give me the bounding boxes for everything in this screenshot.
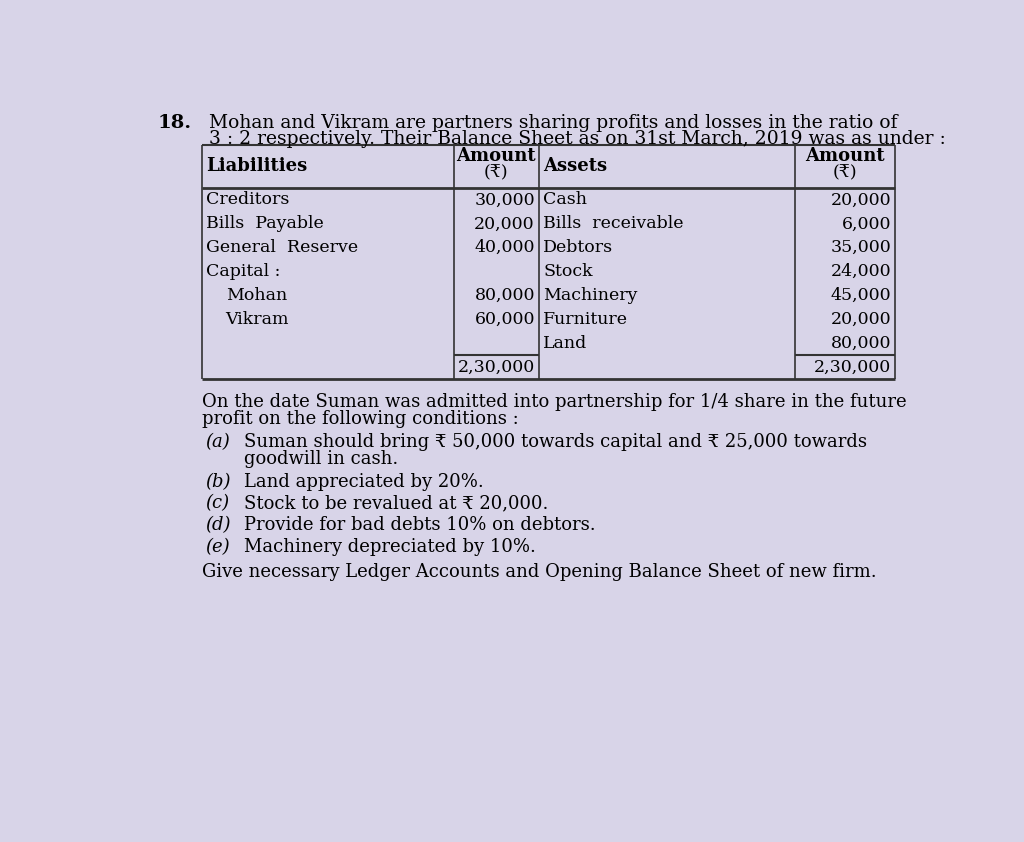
Text: 2,30,000: 2,30,000 <box>458 359 535 376</box>
Text: Stock: Stock <box>544 263 593 280</box>
Text: (d): (d) <box>206 516 231 534</box>
Text: 6,000: 6,000 <box>842 216 891 232</box>
Text: Amount: Amount <box>457 147 536 165</box>
Text: Provide for bad debts 10% on debtors.: Provide for bad debts 10% on debtors. <box>245 516 596 534</box>
Text: 20,000: 20,000 <box>830 311 891 328</box>
Text: (c): (c) <box>206 494 229 513</box>
Text: Give necessary Ledger Accounts and Opening Balance Sheet of new firm.: Give necessary Ledger Accounts and Openi… <box>202 563 877 581</box>
Text: 60,000: 60,000 <box>474 311 535 328</box>
Text: Amount: Amount <box>805 147 885 165</box>
Text: 30,000: 30,000 <box>474 191 535 209</box>
Text: 20,000: 20,000 <box>474 216 535 232</box>
Text: Suman should bring ₹ 50,000 towards capital and ₹ 25,000 towards: Suman should bring ₹ 50,000 towards capi… <box>245 433 867 451</box>
Text: (b): (b) <box>206 473 231 491</box>
Text: Machinery: Machinery <box>544 287 638 304</box>
Text: Mohan and Vikram are partners sharing profits and losses in the ratio of: Mohan and Vikram are partners sharing pr… <box>209 115 898 132</box>
Text: (₹): (₹) <box>833 164 857 181</box>
Text: Creditors: Creditors <box>206 191 290 209</box>
Text: 80,000: 80,000 <box>474 287 535 304</box>
Text: Stock to be revalued at ₹ 20,000.: Stock to be revalued at ₹ 20,000. <box>245 494 549 513</box>
Text: 18.: 18. <box>158 115 191 132</box>
Text: 20,000: 20,000 <box>830 191 891 209</box>
Text: (a): (a) <box>206 433 230 451</box>
Text: 40,000: 40,000 <box>474 239 535 256</box>
Text: Vikram: Vikram <box>225 311 289 328</box>
Text: 35,000: 35,000 <box>830 239 891 256</box>
Text: Debtors: Debtors <box>544 239 613 256</box>
Text: (e): (e) <box>206 538 230 556</box>
Text: 2,30,000: 2,30,000 <box>814 359 891 376</box>
Text: Liabilities: Liabilities <box>206 157 307 175</box>
Text: Furniture: Furniture <box>544 311 629 328</box>
Text: On the date Suman was admitted into partnership for 1/4 share in the future: On the date Suman was admitted into part… <box>202 393 906 411</box>
Text: Mohan: Mohan <box>225 287 287 304</box>
Text: Capital :: Capital : <box>206 263 281 280</box>
Text: Assets: Assets <box>544 157 607 175</box>
Text: Machinery depreciated by 10%.: Machinery depreciated by 10%. <box>245 538 537 556</box>
Text: profit on the following conditions :: profit on the following conditions : <box>202 410 518 428</box>
Text: 3 : 2 respectively. Their Balance Sheet as on 31st March, 2019 was as under :: 3 : 2 respectively. Their Balance Sheet … <box>209 130 946 147</box>
Text: 24,000: 24,000 <box>830 263 891 280</box>
Text: Bills  receivable: Bills receivable <box>544 216 684 232</box>
Text: Cash: Cash <box>544 191 588 209</box>
Text: 45,000: 45,000 <box>830 287 891 304</box>
Text: goodwill in cash.: goodwill in cash. <box>245 450 398 468</box>
Text: 80,000: 80,000 <box>830 335 891 352</box>
Text: (₹): (₹) <box>483 164 509 181</box>
Text: Bills  Payable: Bills Payable <box>206 216 324 232</box>
Text: Land appreciated by 20%.: Land appreciated by 20%. <box>245 473 484 491</box>
Text: Land: Land <box>544 335 588 352</box>
Text: General  Reserve: General Reserve <box>206 239 358 256</box>
